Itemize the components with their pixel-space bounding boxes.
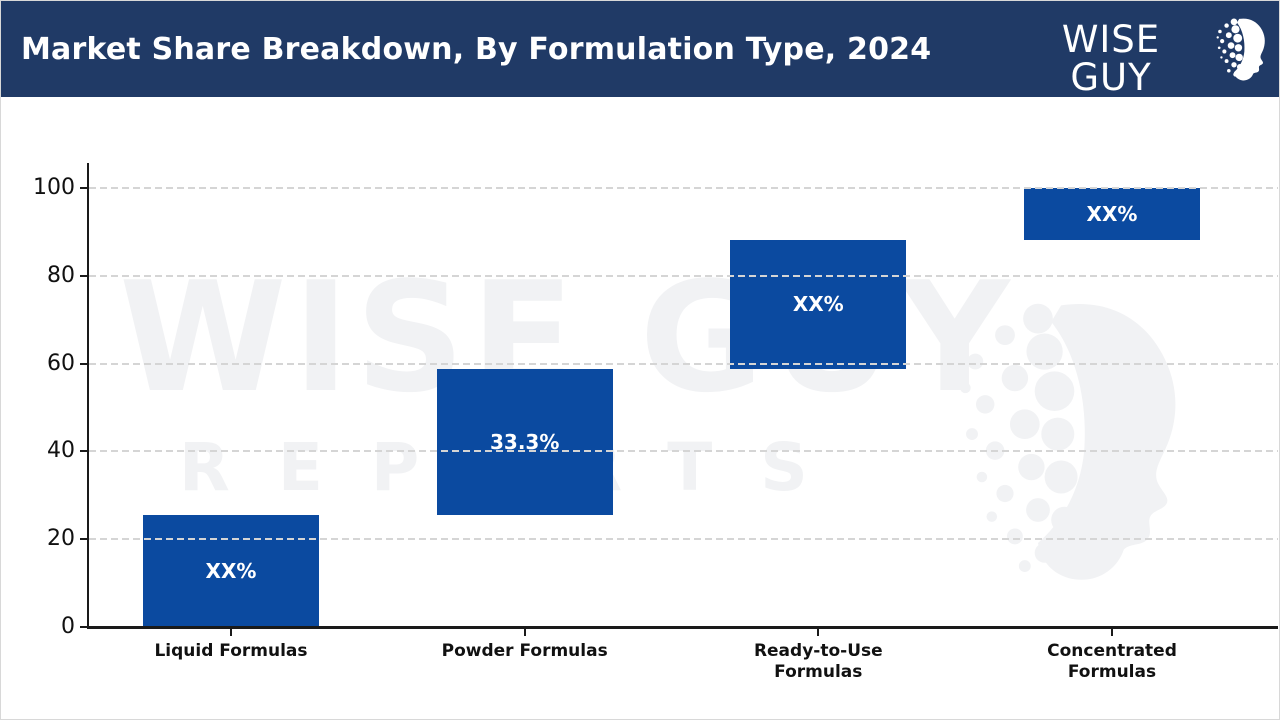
gridline-60 <box>89 362 1278 365</box>
bar-value-label: XX% <box>1086 201 1138 226</box>
logo-wiseguy-text: WISE GUY <box>1061 18 1161 99</box>
bar-value-label: XX% <box>205 559 257 584</box>
x-axis-category-label: Powder Formulas <box>441 641 608 661</box>
x-axis-line <box>87 626 1278 629</box>
y-axis-tick <box>80 450 88 453</box>
y-axis-line <box>87 163 89 629</box>
y-axis-tick-label: 0 <box>61 614 75 639</box>
x-axis-category-label: Liquid Formulas <box>154 641 308 661</box>
y-axis-tick <box>80 274 88 277</box>
gridline-40 <box>89 450 1278 453</box>
x-axis-tick <box>817 628 820 636</box>
bar-powder-formulas <box>436 368 613 516</box>
logo-text: WISE GUY REPORTS <box>1025 18 1197 116</box>
header-bar: Market Share Breakdown, By Formulation T… <box>1 1 1279 115</box>
y-axis-tick <box>80 626 88 628</box>
gridline-100 <box>89 187 1278 189</box>
x-axis-category-label: Ready-to-Use Formulas <box>753 641 883 682</box>
y-axis-tick <box>80 538 88 541</box>
y-axis-tick <box>80 187 88 189</box>
y-axis-tick-label: 60 <box>47 350 75 376</box>
x-axis-category-label: Concentrated Formulas <box>1047 641 1177 682</box>
y-axis-tick <box>80 362 88 365</box>
y-axis-tick-label: 40 <box>47 438 75 464</box>
x-axis-tick <box>230 628 232 636</box>
y-axis-tick-label: 100 <box>33 175 75 200</box>
x-axis-tick <box>523 628 526 636</box>
y-axis-tick-label: 80 <box>47 262 75 288</box>
gridline-80 <box>89 274 1278 277</box>
watermark-head-icon <box>960 303 1176 580</box>
chart-title: Market Share Breakdown, By Formulation T… <box>21 31 932 67</box>
bar-liquid-formulas <box>143 515 319 627</box>
x-axis-tick <box>1111 628 1113 636</box>
bar-value-label: XX% <box>792 292 844 317</box>
logo-reports-text: REPORTS <box>1048 99 1178 115</box>
y-axis-tick-label: 20 <box>47 526 75 552</box>
bar-value-label: 33.3% <box>489 429 560 454</box>
bar-ready-to-use-formulas <box>730 239 907 369</box>
gridline-20 <box>89 538 1278 541</box>
wiseguy-logo: WISE GUY REPORTS <box>1025 7 1265 115</box>
logo-head-icon <box>1216 18 1265 81</box>
bar-concentrated-formulas <box>1024 188 1200 240</box>
